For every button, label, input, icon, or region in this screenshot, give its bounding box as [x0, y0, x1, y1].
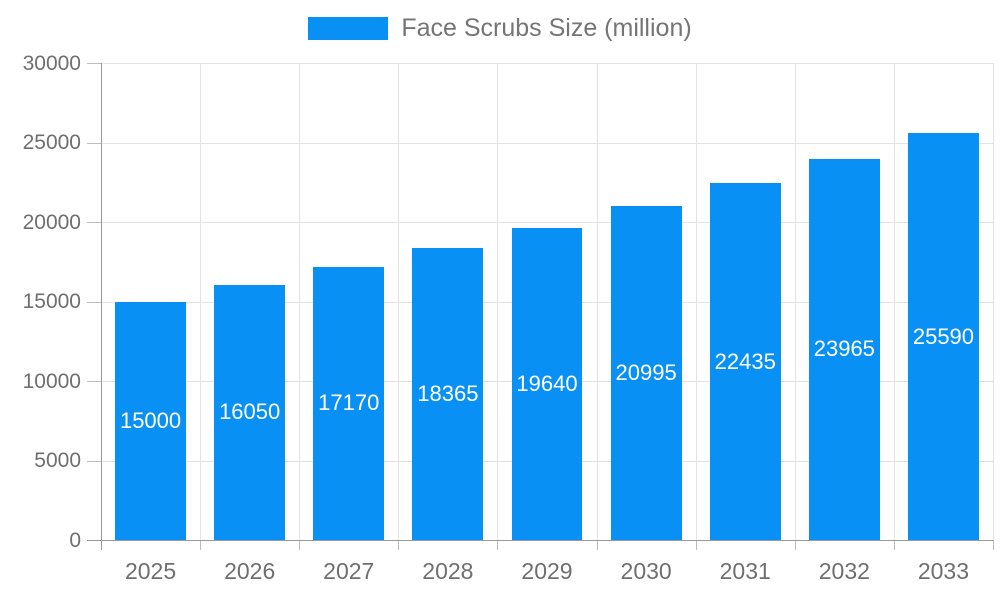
y-axis-label: 20000: [22, 210, 81, 234]
bar-2030[interactable]: [610, 206, 682, 540]
gridline-y: [101, 222, 993, 223]
x-tick: [893, 540, 895, 550]
gridline-x: [695, 63, 697, 540]
y-tick: [87, 381, 101, 382]
bar-value-label: 18365: [417, 380, 479, 406]
bar-value-label: 17170: [318, 390, 380, 416]
x-tick: [695, 540, 697, 550]
y-tick: [87, 63, 101, 64]
x-axis-label: 2029: [521, 558, 573, 584]
bar-value-label: 25590: [912, 323, 975, 349]
y-axis-label: 0: [69, 528, 81, 552]
y-axis-line: [101, 63, 102, 550]
legend[interactable]: Face Scrubs Size (million): [0, 14, 1000, 43]
x-axis-label: 2028: [422, 558, 474, 584]
y-axis-label: 10000: [22, 369, 81, 393]
gridline-y: [101, 142, 993, 144]
legend-label: Face Scrubs Size (million): [401, 14, 692, 42]
x-axis-label: 2030: [620, 558, 672, 584]
bar-value-label: 20995: [615, 360, 677, 386]
gridline-x: [596, 63, 598, 540]
y-axis-label: 5000: [34, 449, 81, 472]
bar-2031[interactable]: [709, 183, 781, 540]
x-tick: [398, 540, 400, 550]
gridline-x: [893, 63, 895, 540]
bar-2027[interactable]: [313, 266, 385, 540]
y-axis-label: 15000: [22, 290, 81, 313]
x-axis-line: [87, 540, 993, 541]
y-tick: [87, 222, 101, 223]
x-tick: [200, 540, 202, 550]
legend-swatch: [308, 17, 389, 40]
bar-2033[interactable]: [908, 133, 979, 540]
bar-2025[interactable]: [115, 301, 186, 540]
bar-2032[interactable]: [808, 158, 880, 540]
gridline-x: [497, 63, 499, 540]
bar-2029[interactable]: [511, 227, 583, 540]
bar-value-label: 22435: [714, 348, 776, 374]
bar-2028[interactable]: [412, 247, 484, 540]
bar-value-label: 16050: [219, 399, 281, 425]
x-tick: [497, 540, 499, 550]
x-axis-label: 2031: [719, 558, 771, 584]
gridline-x: [794, 63, 796, 540]
x-tick: [794, 540, 796, 550]
y-axis-label: 30000: [22, 51, 81, 75]
bar-value-label: 15000: [119, 407, 182, 433]
gridline-x: [398, 63, 400, 540]
gridline-x: [200, 63, 202, 540]
y-tick: [87, 301, 101, 303]
x-tick: [993, 540, 994, 550]
x-axis-label: 2025: [124, 558, 177, 584]
gridline-y: [101, 63, 993, 64]
x-tick: [299, 540, 301, 550]
gridline-x: [299, 63, 301, 540]
bar-value-label: 23965: [813, 336, 875, 362]
y-tick: [87, 460, 101, 462]
gridline-x: [993, 63, 994, 540]
y-tick: [87, 142, 101, 144]
x-tick: [596, 540, 598, 550]
bar-value-label: 19640: [516, 370, 578, 396]
x-axis-label: 2032: [818, 558, 870, 584]
x-axis-label: 2026: [224, 558, 276, 584]
x-axis-label: 2027: [323, 558, 375, 584]
x-axis-label: 2033: [917, 558, 970, 584]
bar-2026[interactable]: [214, 284, 286, 540]
y-axis-label: 25000: [22, 131, 81, 154]
